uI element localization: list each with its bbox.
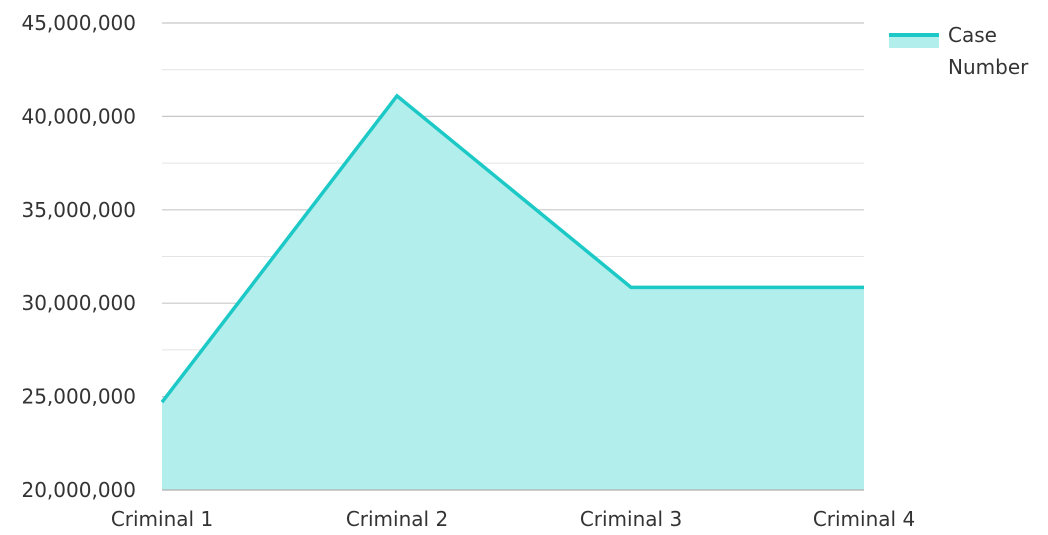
y-tick-label: 25,000,000: [21, 385, 136, 409]
y-axis: 20,000,000 25,000,000 30,000,000 35,000,000…: [21, 11, 136, 502]
x-tick-label: Criminal 3: [580, 507, 682, 531]
series-area: [162, 96, 864, 490]
x-tick-label: Criminal 2: [346, 507, 448, 531]
y-tick-label: 40,000,000: [21, 104, 136, 128]
y-tick-label: 45,000,000: [21, 11, 136, 35]
y-tick-label: 35,000,000: [21, 198, 136, 222]
legend: Case Number: [889, 23, 1029, 79]
x-tick-label: Criminal 4: [813, 507, 915, 531]
legend-label-line-1: Case: [948, 23, 997, 47]
y-tick-label: 20,000,000: [21, 478, 136, 502]
x-tick-label: Criminal 1: [111, 507, 213, 531]
x-axis: Criminal 1 Criminal 2 Criminal 3 Criminal 4: [111, 507, 915, 531]
y-tick-label: 30,000,000: [21, 291, 136, 315]
legend-label-line-2: Number: [948, 55, 1029, 79]
series-area-fill: [162, 96, 864, 490]
